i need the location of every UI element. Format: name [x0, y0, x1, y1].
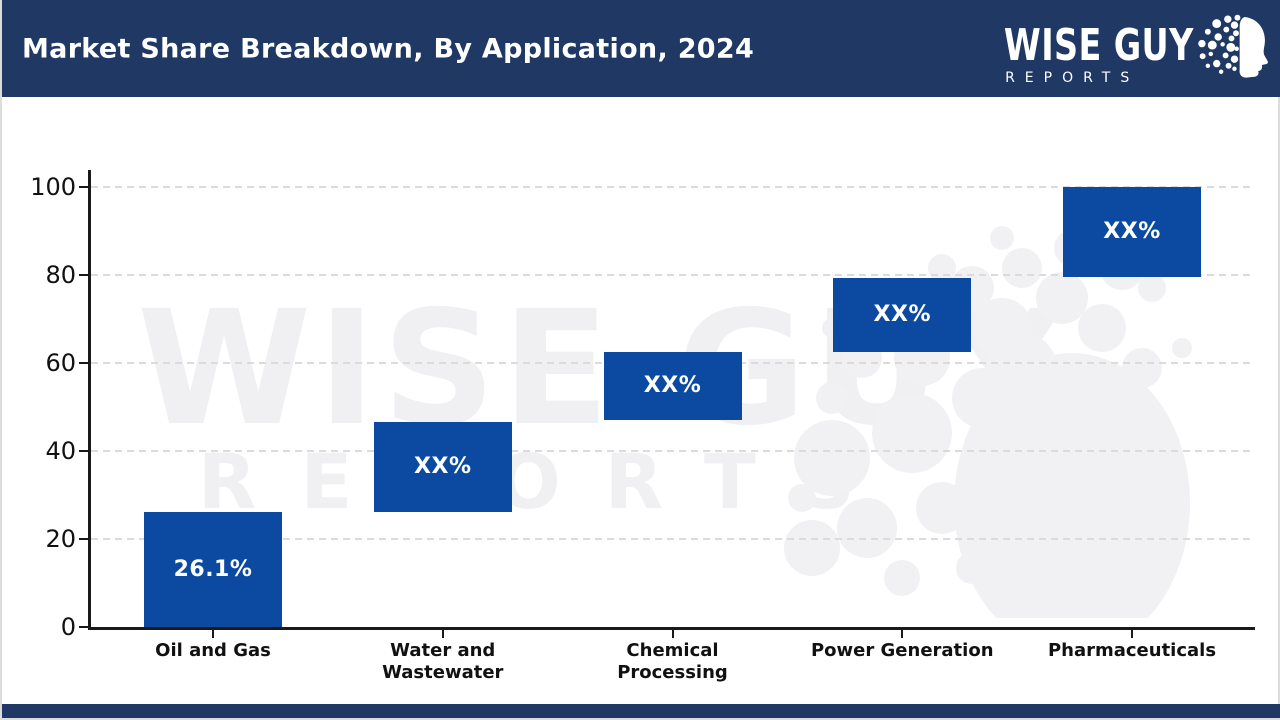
- x-category-label: Pharmaceuticals: [1047, 640, 1217, 661]
- x-axis-tick: [901, 630, 904, 638]
- logo-wordmark: WISE GUY: [1004, 20, 1194, 71]
- grid-line: [91, 186, 1254, 188]
- logo-text: WISE GUY REPORTS: [944, 20, 1194, 87]
- logo-subtext: REPORTS: [1005, 70, 1140, 87]
- y-axis-tick: [79, 626, 88, 628]
- y-tick-label: 60: [45, 349, 76, 377]
- grid-line: [91, 274, 1254, 276]
- y-axis-tick: [79, 450, 88, 452]
- bar: 26.1%: [144, 512, 282, 627]
- bar: XX%: [833, 277, 972, 352]
- y-tick-label: 0: [60, 613, 76, 641]
- chart-title: Market Share Breakdown, By Application, …: [22, 33, 755, 64]
- bar-value-label: XX%: [1103, 219, 1161, 245]
- bar-value-label: XX%: [643, 373, 702, 399]
- y-axis-tick: [79, 186, 88, 188]
- bar: XX%: [1063, 187, 1201, 277]
- bar-value-label: XX%: [873, 302, 931, 328]
- wiseguy-logo: WISE GUY REPORTS: [1004, 5, 1270, 93]
- x-category-label: Chemical Processing: [617, 640, 728, 683]
- y-axis-tick: [79, 274, 88, 276]
- bar-value-label: XX%: [414, 454, 472, 480]
- y-tick-label: 80: [45, 261, 76, 289]
- y-axis-tick: [79, 538, 88, 540]
- y-axis-tick: [79, 362, 88, 364]
- x-axis-tick: [671, 630, 674, 638]
- grid-line: [91, 538, 1254, 540]
- x-axis-tick: [212, 630, 214, 638]
- x-axis-line: [88, 627, 1255, 630]
- bar: XX%: [603, 351, 742, 421]
- footer-bar: [2, 704, 1280, 718]
- header-bar: Market Share Breakdown, By Application, …: [2, 0, 1280, 97]
- x-category-label: Power Generation: [810, 640, 994, 661]
- bar: XX%: [373, 421, 512, 513]
- y-axis-line: [88, 170, 91, 630]
- y-tick-label: 20: [45, 525, 76, 553]
- bar-value-label: 26.1%: [173, 557, 253, 583]
- x-category-label: Oil and Gas: [155, 640, 271, 661]
- x-axis-tick: [1131, 630, 1133, 638]
- y-tick-label: 100: [30, 173, 76, 201]
- grid-line: [91, 450, 1254, 452]
- x-category-label: Water and Wastewater: [382, 640, 504, 683]
- x-axis-tick: [441, 630, 444, 638]
- logo-face-icon: [1198, 14, 1268, 78]
- y-tick-label: 40: [45, 437, 76, 465]
